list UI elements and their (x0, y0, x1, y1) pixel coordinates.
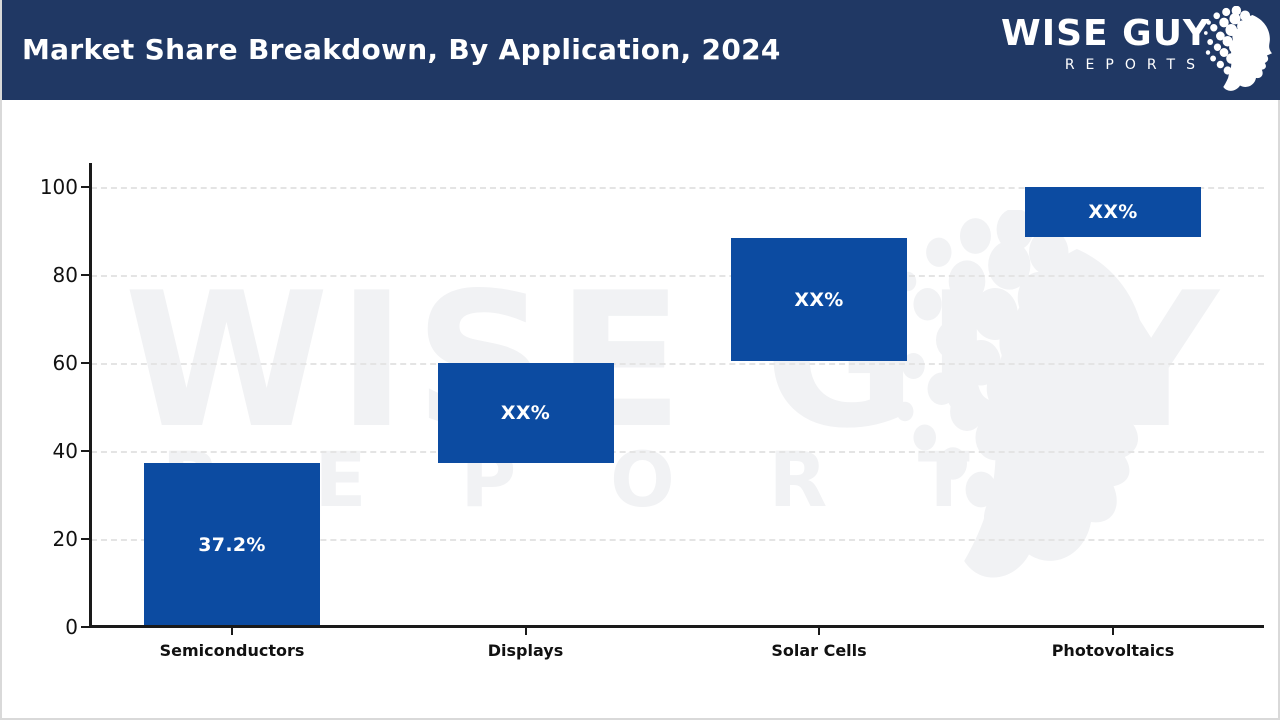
gridline-20 (91, 539, 1264, 541)
gridline-80 (91, 275, 1264, 277)
y-tick-mark-20 (81, 538, 90, 540)
x-tick-label-semiconductors: Semiconductors (159, 641, 305, 660)
x-tick-label-solar-cells: Solar Cells (771, 641, 867, 660)
brand-subname: REPORTS (1064, 57, 1206, 73)
y-tick-label-40: 40 (52, 439, 78, 463)
gridline-60 (91, 363, 1264, 365)
y-tick-mark-60 (81, 362, 90, 364)
x-tick-label-photovoltaics: Photovoltaics (1051, 641, 1175, 660)
y-tick-label-60: 60 (52, 351, 78, 375)
bar-value-label-displays: XX% (500, 402, 551, 425)
x-tick-mark-displays (524, 628, 527, 635)
x-tick-label-displays: Displays (487, 641, 564, 660)
watermark-head-icon (889, 210, 1153, 578)
bar-value-label-photovoltaics: XX% (1088, 201, 1138, 224)
gridline-100 (91, 187, 1264, 189)
y-axis-line (89, 163, 92, 628)
gridline-40 (91, 451, 1264, 453)
x-tick-mark-photovoltaics (1112, 628, 1114, 635)
bar-photovoltaics: XX% (1025, 187, 1201, 238)
y-tick-label-100: 100 (39, 175, 78, 199)
x-tick-mark-solar-cells (818, 628, 820, 635)
y-tick-label-0: 0 (65, 615, 78, 639)
y-tick-mark-0 (81, 626, 90, 628)
bar-semiconductors: 37.2% (144, 463, 320, 627)
y-tick-mark-100 (81, 186, 90, 188)
page-title: Market Share Breakdown, By Application, … (22, 33, 781, 66)
brand-name: WISE GUY (1000, 13, 1210, 54)
brand-head-icon (1204, 6, 1272, 91)
bar-solar-cells: XX% (731, 238, 907, 361)
bar-displays: XX% (437, 363, 614, 464)
brand-logo: WISE GUY REPORTS (1001, 0, 1280, 100)
x-axis-line (89, 625, 1264, 628)
y-tick-label-80: 80 (52, 263, 78, 287)
y-tick-mark-80 (81, 274, 90, 276)
x-tick-mark-semiconductors (231, 628, 233, 635)
y-tick-label-20: 20 (52, 527, 78, 551)
y-tick-mark-40 (81, 450, 90, 452)
bar-value-label-solar-cells: XX% (794, 288, 844, 311)
header-bar: Market Share Breakdown, By Application, … (2, 0, 1280, 100)
bar-value-label-semiconductors: 37.2% (198, 534, 266, 557)
